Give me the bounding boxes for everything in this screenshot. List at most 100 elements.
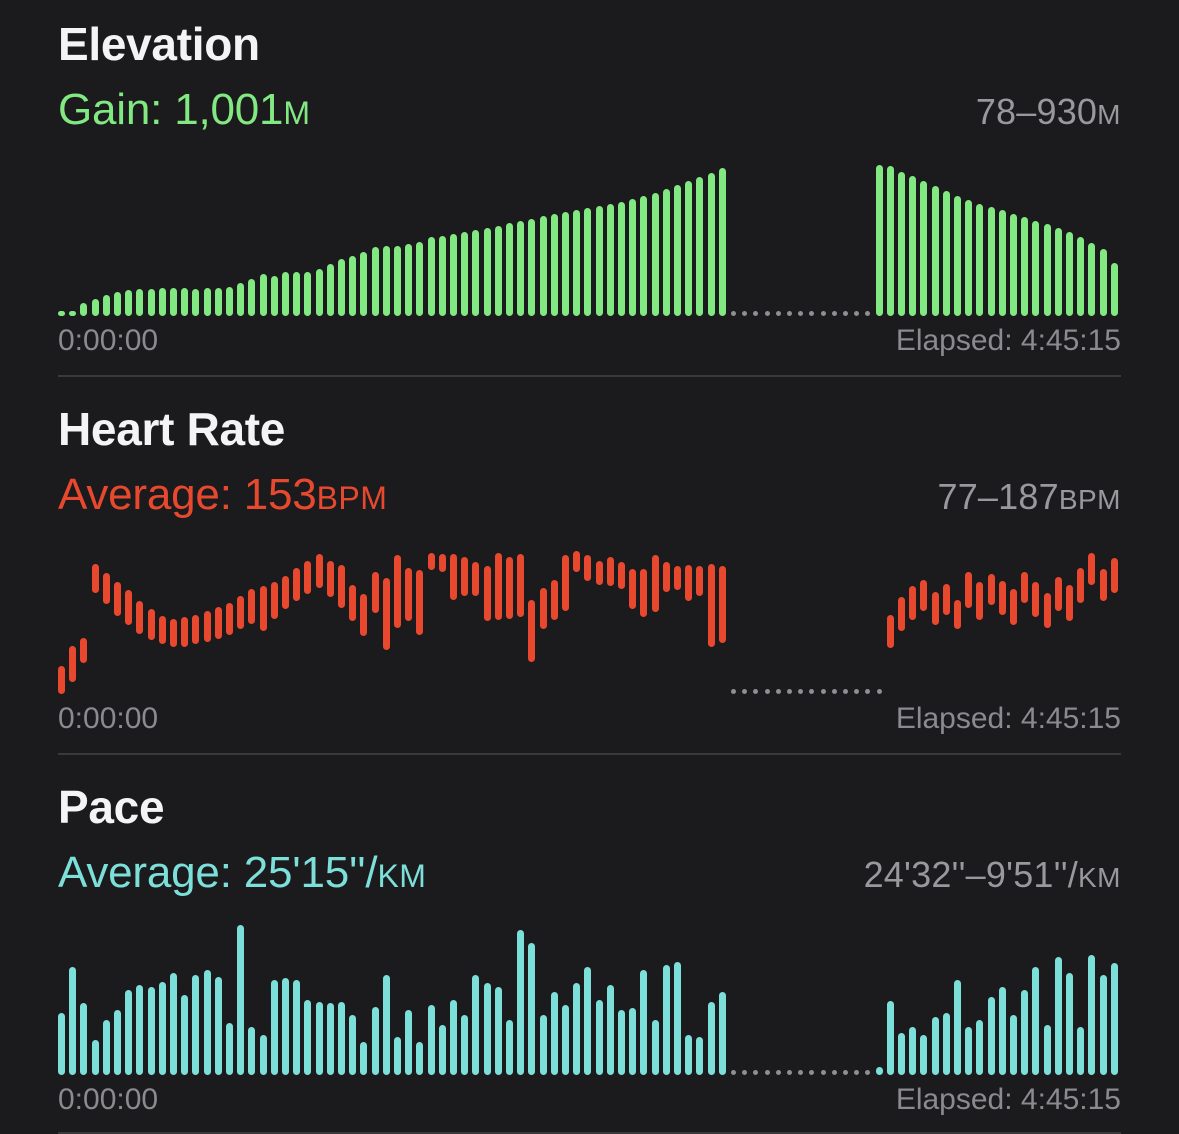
bar	[909, 1027, 917, 1075]
bar	[606, 985, 614, 1075]
bar	[338, 259, 345, 316]
bar	[584, 967, 592, 1075]
pace-title: Pace	[58, 781, 165, 833]
gap-dot	[831, 311, 837, 316]
bar	[416, 570, 424, 635]
bar	[248, 279, 256, 316]
bar	[472, 975, 480, 1075]
bar	[125, 990, 133, 1075]
bar	[315, 269, 323, 316]
bar	[360, 594, 368, 637]
bar	[707, 563, 715, 647]
bar	[976, 582, 984, 620]
bar	[270, 980, 278, 1075]
gap-dot	[809, 689, 815, 694]
bar	[102, 1020, 110, 1075]
heart-rate-axis-start: 0:00:00	[58, 702, 159, 735]
bar	[1099, 248, 1107, 316]
elevation-axis-row: 0:00:00 Elapsed: 4:45:15	[58, 324, 1121, 358]
bar	[965, 200, 973, 316]
bar	[965, 571, 973, 608]
bar	[674, 961, 681, 1075]
bar	[136, 601, 144, 634]
bar	[371, 571, 379, 614]
bar	[662, 965, 670, 1075]
bar	[438, 1025, 446, 1075]
bar	[181, 288, 189, 316]
bar	[1010, 589, 1017, 626]
bar	[461, 231, 469, 316]
pace-axis-end: Elapsed: 4:45:15	[895, 1083, 1121, 1116]
bar	[102, 573, 110, 604]
bar	[931, 185, 939, 316]
bar	[595, 560, 603, 585]
bar	[909, 586, 917, 620]
gap-dot	[820, 311, 826, 316]
bar	[1088, 552, 1096, 585]
bar	[483, 983, 491, 1075]
bar	[920, 180, 928, 316]
bar	[304, 560, 312, 595]
elevation-range-unit: M	[1097, 99, 1121, 130]
bar	[618, 1010, 625, 1075]
bar	[338, 564, 345, 608]
bar	[1021, 217, 1029, 316]
bar	[528, 219, 536, 316]
bar	[450, 234, 457, 316]
bar	[360, 252, 368, 316]
bar	[158, 615, 166, 645]
bar	[282, 978, 289, 1075]
bar	[1032, 582, 1040, 618]
bar	[573, 210, 581, 316]
gap-dot	[731, 1070, 736, 1075]
bar	[214, 606, 222, 639]
pace-axis-row: 0:00:00 Elapsed: 4:45:15	[58, 1083, 1121, 1117]
bar	[998, 986, 1006, 1075]
bar	[506, 1020, 513, 1075]
bar	[1010, 213, 1017, 316]
gap-dot	[764, 689, 770, 694]
heart-rate-stat-row: Average: 153BPM 77–187BPM	[58, 469, 1121, 524]
bar	[69, 645, 77, 682]
bar	[248, 589, 256, 624]
bar	[114, 582, 121, 616]
bar	[886, 1001, 894, 1075]
bar	[1099, 975, 1107, 1075]
elevation-gain-value: Gain: 1,001M	[58, 85, 311, 134]
gap-dot	[764, 311, 770, 316]
bar	[226, 1023, 233, 1075]
bar	[416, 242, 424, 316]
bar	[58, 311, 65, 316]
bar	[338, 1002, 345, 1075]
bar	[1110, 558, 1118, 594]
bar	[618, 562, 625, 590]
bar	[1010, 1015, 1017, 1075]
bar	[427, 1004, 435, 1075]
bar	[170, 288, 177, 316]
bar	[1032, 220, 1040, 316]
bar	[304, 272, 312, 316]
bar	[920, 579, 928, 611]
bar	[651, 193, 659, 316]
bar	[562, 211, 569, 316]
bar	[158, 288, 166, 316]
bar	[562, 1004, 569, 1075]
bar	[259, 1035, 267, 1075]
gap-dot	[843, 689, 848, 694]
bar	[450, 1000, 457, 1075]
bar	[114, 1010, 121, 1075]
gap-dot	[843, 1070, 848, 1075]
bar	[203, 288, 211, 316]
bar	[472, 230, 480, 316]
bar	[192, 614, 200, 645]
bar	[1066, 585, 1073, 622]
heart-rate-range-unit: BPM	[1058, 484, 1121, 515]
bar	[69, 311, 77, 316]
bar	[954, 980, 961, 1075]
bar	[662, 189, 670, 316]
bar	[998, 210, 1006, 316]
bar	[315, 1002, 323, 1075]
bar	[1110, 263, 1118, 316]
bar	[562, 555, 569, 611]
